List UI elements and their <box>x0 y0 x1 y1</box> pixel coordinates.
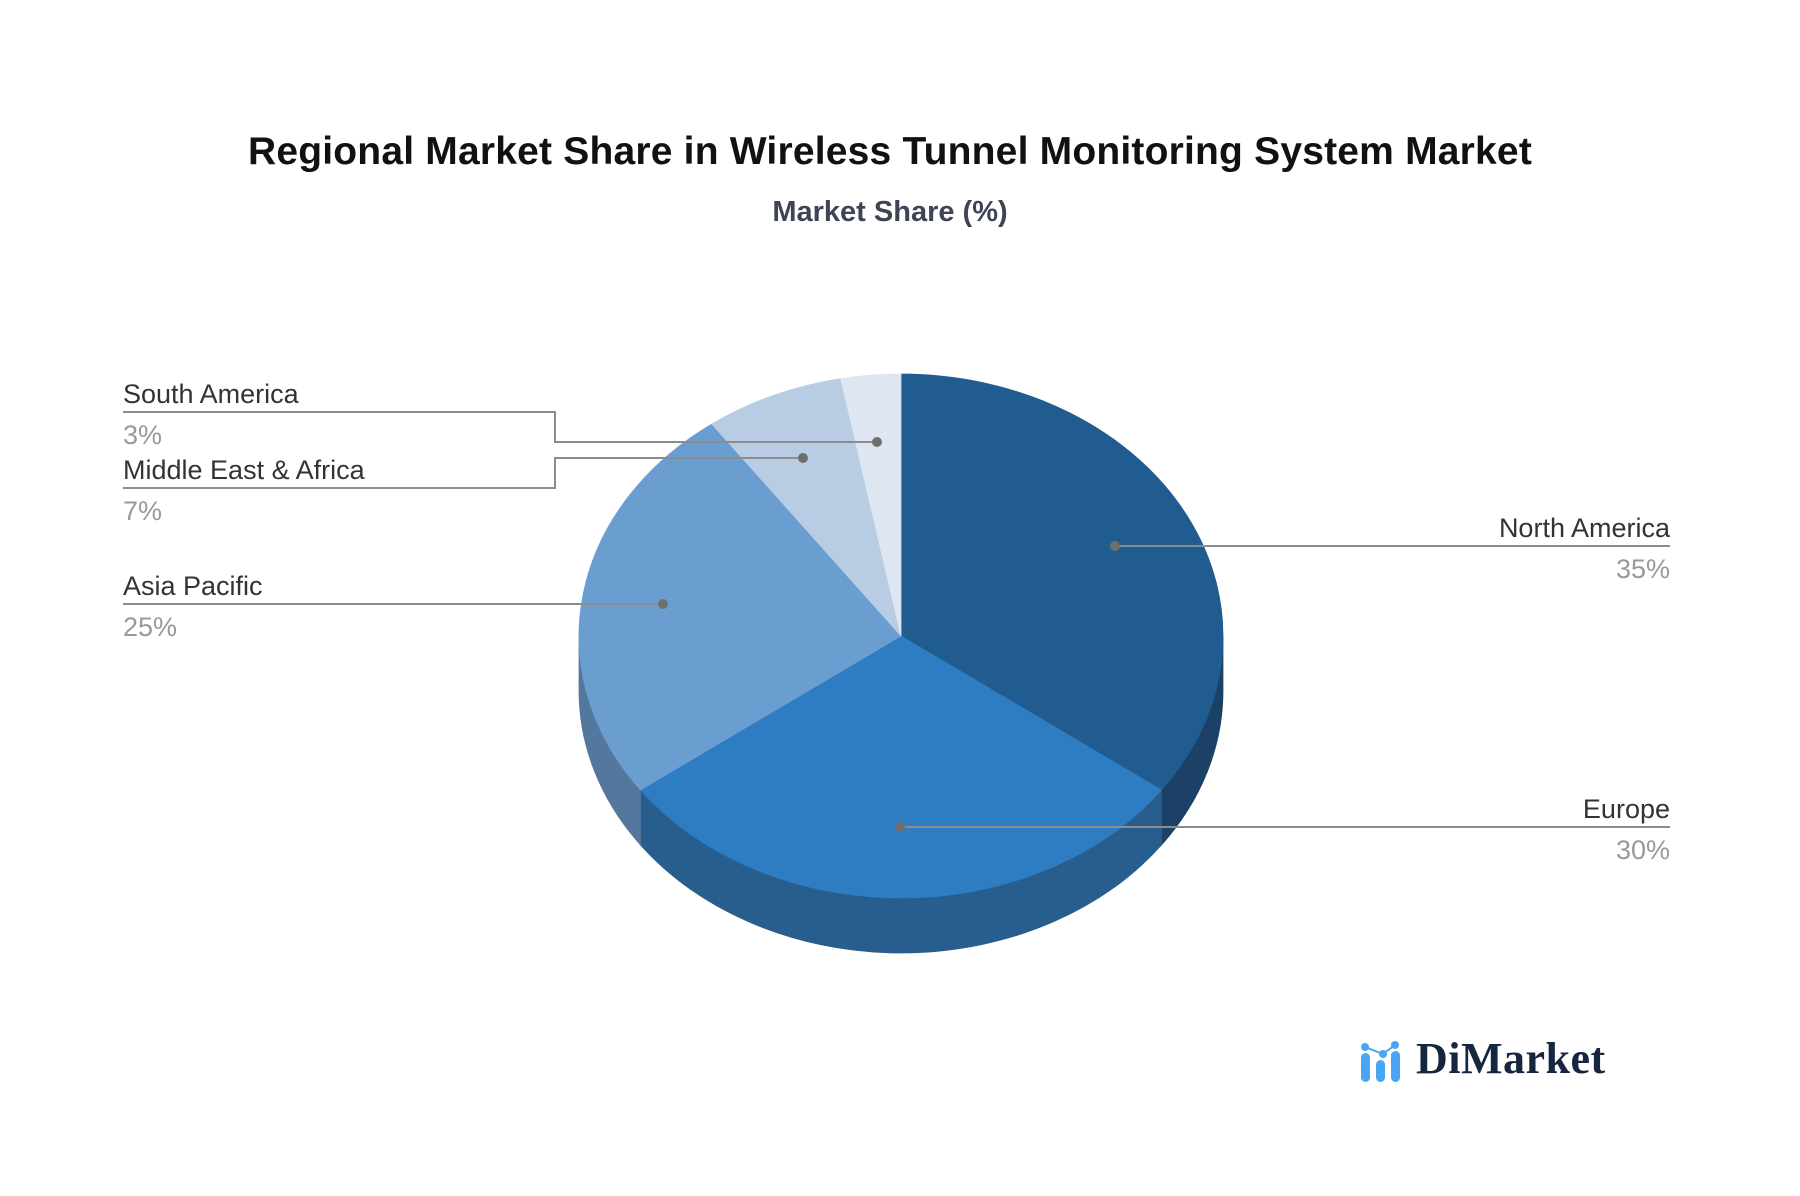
chart-title: Regional Market Share in Wireless Tunnel… <box>247 130 1533 173</box>
slice-label-europe: Europe <box>1582 794 1670 824</box>
logo-bar-1 <box>1361 1053 1370 1082</box>
chart-subtitle: Market Share (%) <box>772 196 1008 228</box>
logo-bar-2 <box>1376 1060 1385 1082</box>
logo-dot-3 <box>1391 1041 1399 1049</box>
bar-chart-icon <box>1361 1041 1400 1082</box>
leader-dot-north-america <box>1110 541 1120 551</box>
slice-label-south-america: South America <box>123 379 299 409</box>
logo-dot-1 <box>1361 1043 1369 1051</box>
slice-value-asia-pacific: 25% <box>123 612 178 642</box>
brand-logo-text: DiMarket <box>1416 1034 1606 1083</box>
brand-logo: DiMarket <box>1358 1036 1606 1082</box>
pie-slice-south-america[interactable] <box>840 373 902 637</box>
pie-slice-europe[interactable] <box>639 635 1163 899</box>
leader-dot-south-america <box>872 437 882 447</box>
logo-dot-2 <box>1379 1050 1387 1058</box>
slice-label-north-america: North America <box>1498 513 1670 543</box>
leader-line-middle-east-africa <box>123 457 803 489</box>
leader-line-south-america <box>123 411 877 443</box>
slice-value-north-america: 35% <box>1615 554 1670 584</box>
logo-bar-3 <box>1391 1051 1400 1082</box>
slice-value-south-america: 3% <box>123 420 163 450</box>
leader-dot-asia-pacific <box>658 599 668 609</box>
pie-slice-north-america[interactable] <box>900 373 1224 791</box>
slice-label-middle-east-africa: Middle East & Africa <box>123 455 365 485</box>
leader-dot-europe <box>895 822 905 832</box>
slice-value-middle-east-africa: 7% <box>123 496 163 526</box>
leader-dot-middle-east-africa <box>798 453 808 463</box>
slice-value-europe: 30% <box>1615 835 1670 865</box>
slice-label-asia-pacific: Asia Pacific <box>123 571 263 601</box>
